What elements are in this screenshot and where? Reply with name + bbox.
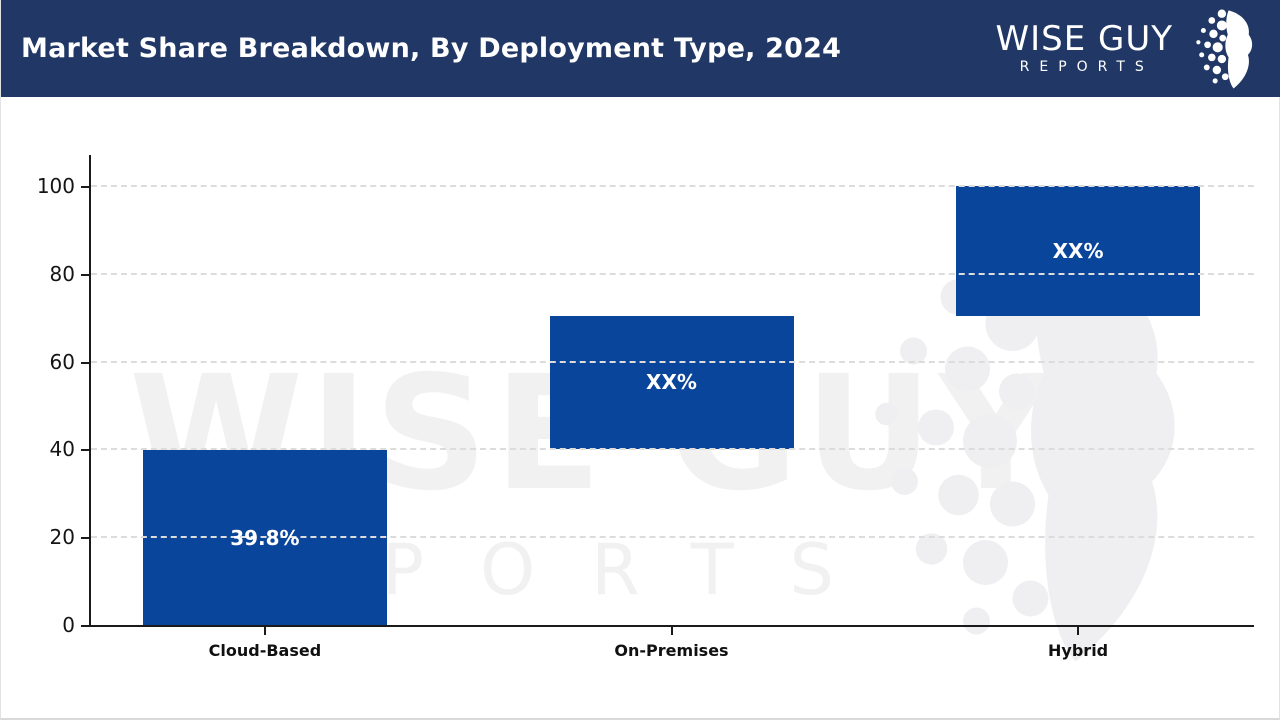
x-tick-mark <box>263 627 266 635</box>
page-title: Market Share Breakdown, By Deployment Ty… <box>21 33 842 64</box>
gridline <box>91 360 1254 363</box>
y-tick-mark <box>81 273 89 276</box>
y-tick-label: 0 <box>62 613 75 637</box>
x-axis-line <box>89 625 1254 627</box>
y-tick-mark <box>81 449 89 452</box>
x-tick-mark <box>670 627 673 635</box>
gridline <box>91 448 1254 451</box>
y-tick-mark <box>81 361 89 364</box>
y-tick-mark <box>81 537 89 540</box>
x-tick-label: Cloud-Based <box>208 641 322 660</box>
logo-text: WISE GUY REPORTS <box>995 18 1173 76</box>
x-tick-label: On-Premises <box>614 641 729 660</box>
wiseguy-logo: WISE GUY REPORTS <box>995 7 1255 91</box>
y-tick-mark <box>81 186 89 188</box>
y-tick-label: 80 <box>49 261 75 286</box>
bar-on-premises <box>549 315 794 450</box>
y-tick-label: 60 <box>49 349 75 374</box>
y-axis-line <box>89 155 91 627</box>
chart-area: WISE GUY REPORTS 0 20 40 60 80 100 39.8% Cloud-… <box>1 97 1280 718</box>
bar-value-label: XX% <box>1052 238 1104 263</box>
header-bar: Market Share Breakdown, By Deployment Ty… <box>1 0 1280 97</box>
bar-value-label: 39.8% <box>230 525 300 550</box>
logo-face-icon <box>1196 9 1253 88</box>
logo-wordmark: WISE GUY <box>995 18 1173 59</box>
bar-value-label: XX% <box>646 370 697 395</box>
logo-subtitle: REPORTS <box>1019 59 1154 76</box>
y-tick-mark <box>81 625 89 627</box>
gridline <box>91 272 1254 275</box>
gridline <box>91 185 1254 187</box>
gridline <box>91 536 1254 539</box>
x-tick-mark <box>1077 627 1080 635</box>
x-tick-label: Hybrid <box>1048 641 1109 660</box>
y-tick-label: 20 <box>49 525 75 550</box>
y-tick-label: 40 <box>49 437 75 462</box>
y-tick-label: 100 <box>36 174 75 198</box>
